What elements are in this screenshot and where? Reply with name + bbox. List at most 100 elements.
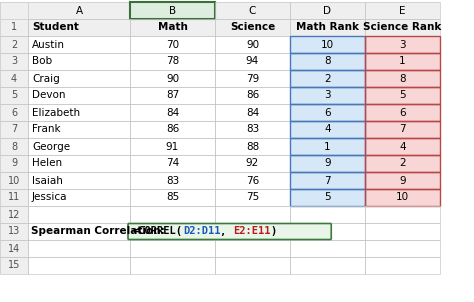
Bar: [130, 19, 215, 36]
Bar: [290, 155, 365, 172]
Text: 75: 75: [246, 192, 259, 203]
Text: 9: 9: [11, 159, 17, 169]
Bar: [130, 155, 215, 172]
Bar: [28, 189, 130, 206]
Bar: [130, 189, 215, 206]
Bar: [0, 19, 28, 36]
Bar: [28, 257, 130, 274]
Text: 3: 3: [324, 91, 331, 101]
Text: 6: 6: [399, 108, 406, 117]
Bar: [365, 121, 440, 138]
Bar: [215, 189, 290, 206]
Text: D2:D11: D2:D11: [183, 226, 220, 236]
Text: 88: 88: [246, 142, 259, 152]
Bar: [130, 172, 215, 189]
Bar: [365, 206, 440, 223]
Bar: [215, 138, 290, 155]
Bar: [215, 257, 290, 274]
Text: 10: 10: [321, 40, 334, 50]
Text: A: A: [75, 5, 82, 15]
Bar: [215, 172, 290, 189]
Bar: [130, 240, 215, 257]
Bar: [130, 189, 215, 206]
Bar: [215, 240, 290, 257]
Text: 78: 78: [166, 56, 179, 66]
Bar: [290, 138, 365, 155]
Bar: [290, 240, 365, 257]
Bar: [290, 2, 365, 19]
Text: 74: 74: [166, 159, 179, 169]
Bar: [0, 172, 28, 189]
Bar: [290, 53, 365, 70]
Bar: [130, 206, 215, 223]
Bar: [28, 172, 130, 189]
Bar: [290, 172, 365, 189]
Bar: [130, 53, 215, 70]
Bar: [290, 206, 365, 223]
Bar: [365, 19, 440, 36]
Bar: [0, 206, 28, 223]
Text: 9: 9: [399, 175, 406, 185]
Bar: [290, 121, 365, 138]
Text: 10: 10: [8, 175, 20, 185]
Text: Austin: Austin: [32, 40, 65, 50]
Bar: [215, 87, 290, 104]
FancyBboxPatch shape: [128, 223, 331, 239]
Text: Spearman Correlation:: Spearman Correlation:: [31, 226, 165, 236]
Bar: [290, 189, 365, 206]
Text: 10: 10: [396, 192, 409, 203]
Text: 2: 2: [324, 73, 331, 83]
Bar: [28, 104, 130, 121]
Bar: [130, 172, 215, 189]
Bar: [130, 155, 215, 172]
Bar: [0, 70, 28, 87]
Bar: [365, 87, 440, 104]
Text: 90: 90: [166, 73, 179, 83]
Text: Helen: Helen: [32, 159, 62, 169]
Bar: [215, 70, 290, 87]
Bar: [215, 36, 290, 53]
Bar: [0, 240, 28, 257]
Bar: [130, 138, 215, 155]
Bar: [215, 121, 290, 138]
Bar: [290, 240, 365, 257]
Text: B: B: [169, 5, 176, 15]
Bar: [365, 155, 440, 172]
Text: 1: 1: [399, 56, 406, 66]
Bar: [28, 87, 130, 104]
Text: =CORREL(: =CORREL(: [133, 226, 183, 236]
Bar: [130, 70, 215, 87]
Bar: [215, 2, 290, 19]
Text: 12: 12: [8, 210, 20, 220]
Bar: [365, 2, 440, 19]
Text: 3: 3: [399, 40, 406, 50]
Bar: [28, 36, 130, 53]
Bar: [365, 138, 440, 155]
Bar: [28, 189, 130, 206]
Bar: [290, 206, 365, 223]
Text: 79: 79: [246, 73, 259, 83]
Bar: [365, 104, 440, 121]
Bar: [365, 172, 440, 189]
Text: 94: 94: [246, 56, 259, 66]
Bar: [130, 223, 215, 240]
Bar: [130, 2, 215, 19]
Text: 14: 14: [8, 243, 20, 253]
Text: 6: 6: [11, 108, 17, 117]
Bar: [290, 104, 365, 121]
Bar: [28, 70, 130, 87]
Bar: [130, 36, 215, 53]
Bar: [28, 53, 130, 70]
Bar: [290, 172, 365, 189]
Text: C: C: [249, 5, 256, 15]
Bar: [215, 257, 290, 274]
Bar: [290, 87, 365, 104]
Bar: [0, 240, 28, 257]
Bar: [130, 121, 215, 138]
Bar: [0, 104, 28, 121]
Bar: [0, 121, 28, 138]
Bar: [290, 138, 365, 155]
Bar: [130, 104, 215, 121]
Bar: [0, 172, 28, 189]
Bar: [28, 138, 130, 155]
